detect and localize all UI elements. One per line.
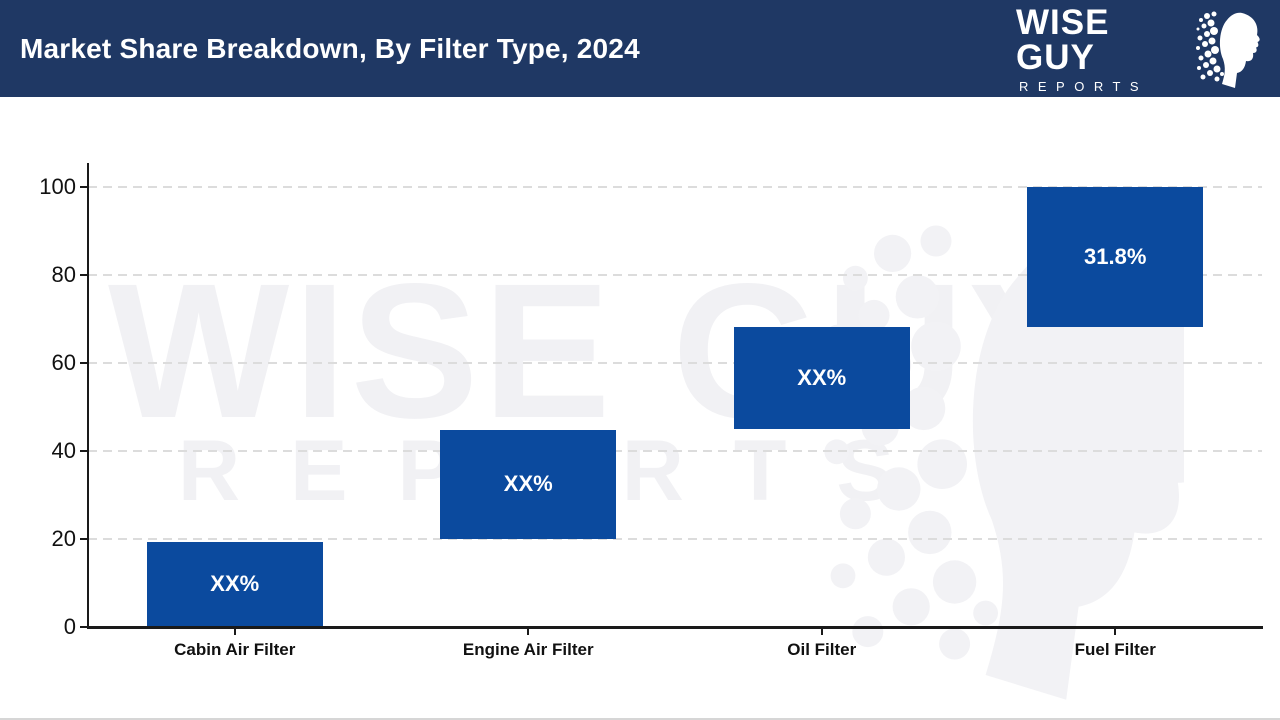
- x-axis-tick: [527, 627, 530, 635]
- y-axis-tick: [80, 274, 88, 276]
- page-title: Market Share Breakdown, By Filter Type, …: [20, 32, 640, 64]
- y-axis-tick-label: 100: [39, 174, 76, 199]
- y-axis-tick: [80, 450, 88, 452]
- logo-wiseguy-text: WISE GUY: [1016, 2, 1110, 77]
- wiseguy-logo: WISE GUY REPORTS: [1016, 5, 1266, 94]
- bar-value-label: XX%: [503, 471, 553, 497]
- logo-text: WISE GUY REPORTS: [1016, 5, 1194, 94]
- x-axis-tick: [820, 627, 823, 635]
- y-axis-tick: [80, 186, 88, 188]
- y-axis-tick: [80, 362, 88, 364]
- x-axis-category-label: Fuel Filter: [1074, 640, 1156, 659]
- gridline: [88, 362, 1262, 364]
- wiseguy-face-icon: [1196, 11, 1260, 89]
- gridline: [88, 450, 1262, 452]
- x-axis-category-label: Engine Air Filter: [462, 640, 594, 659]
- bar-engine-air-filter: XX%: [440, 429, 617, 539]
- y-axis-tick-label: 40: [51, 438, 76, 463]
- y-axis-tick: [80, 538, 88, 540]
- x-axis-tick: [233, 627, 236, 635]
- y-axis-line: [86, 163, 89, 629]
- x-axis-category-label: Cabin Air Filter: [174, 640, 296, 659]
- bar-value-label: XX%: [210, 571, 260, 597]
- y-axis-tick-label: 20: [51, 526, 76, 551]
- gridline: [88, 186, 1262, 188]
- x-axis-category-label: Oil Filter: [787, 640, 857, 659]
- bar-value-label: XX%: [797, 364, 847, 390]
- bar-cabin-air-filter: XX%: [146, 541, 323, 627]
- gridline: [88, 538, 1262, 540]
- y-axis-tick-label: 60: [51, 350, 76, 375]
- gridline: [88, 274, 1262, 276]
- bar-fuel-filter: 31.8%: [1027, 187, 1204, 327]
- y-axis-tick-label: 0: [63, 614, 76, 639]
- bar-oil-filter: XX%: [733, 326, 910, 429]
- y-axis-tick: [80, 626, 88, 628]
- y-axis-tick-label: 80: [51, 262, 76, 287]
- header-bar: Market Share Breakdown, By Filter Type, …: [0, 0, 1280, 97]
- x-axis-line: [86, 626, 1263, 629]
- logo-reports-text: REPORTS: [1019, 78, 1149, 94]
- bar-value-label: 31.8%: [1084, 243, 1147, 269]
